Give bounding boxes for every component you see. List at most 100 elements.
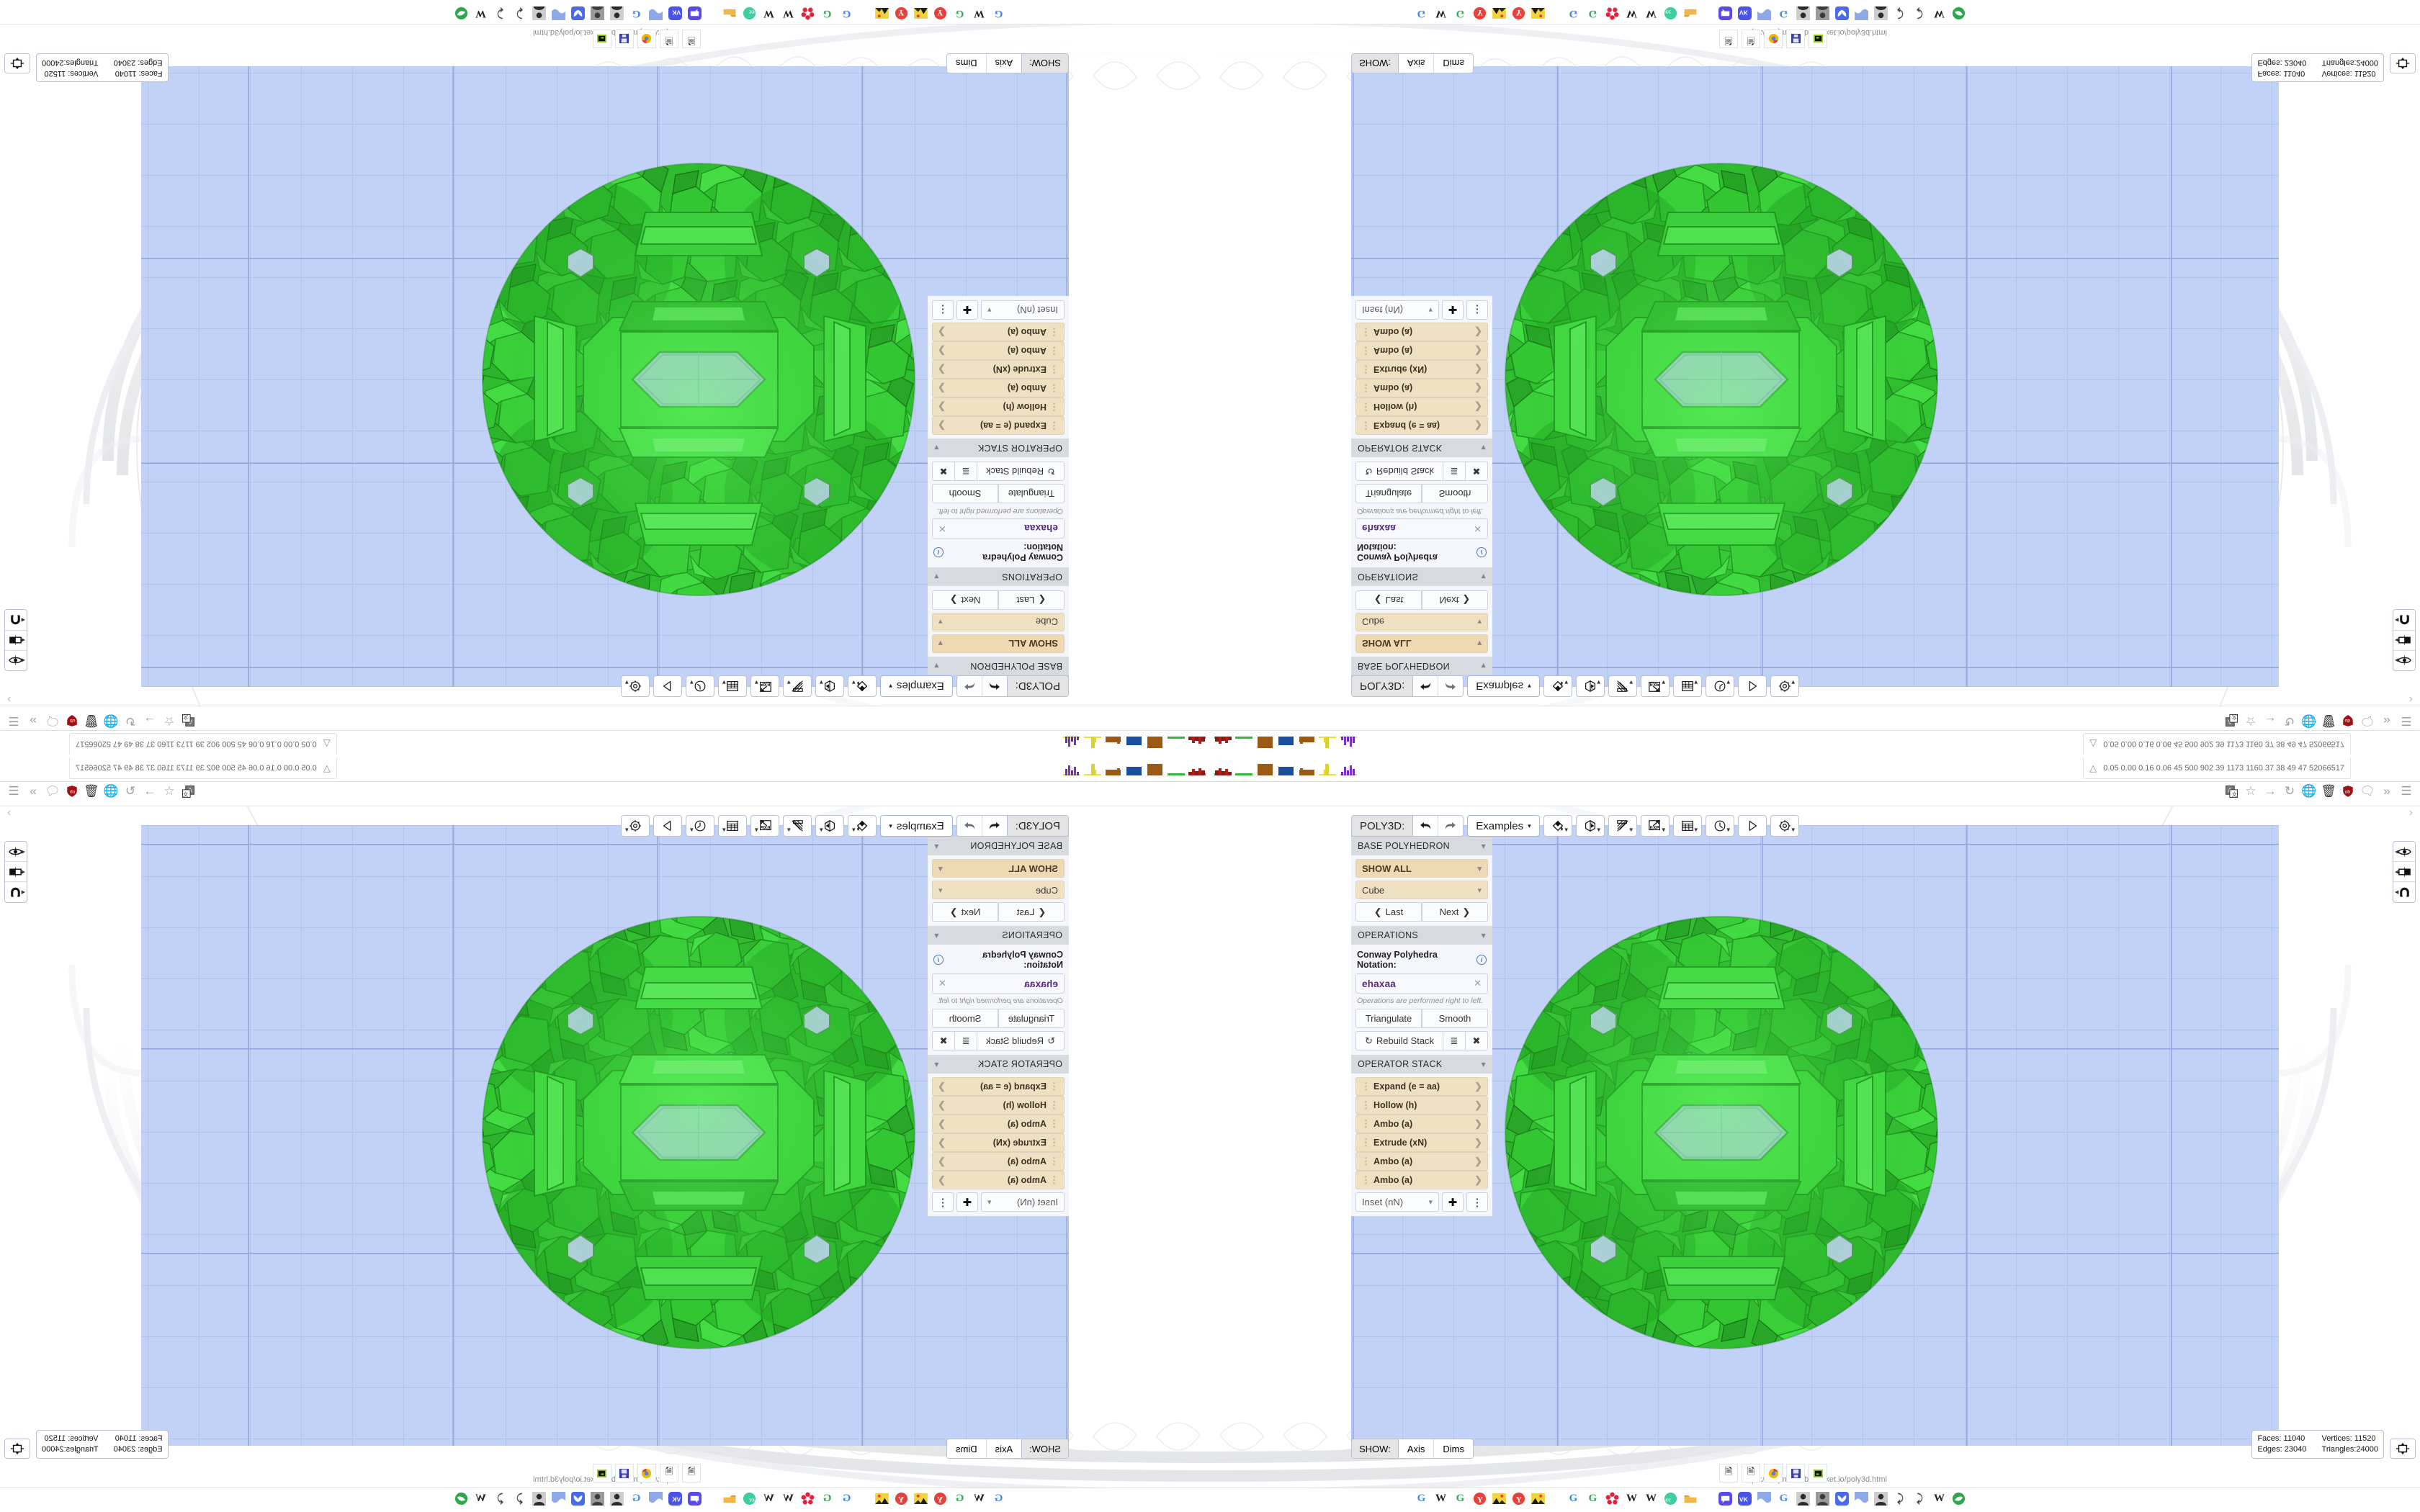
drag-handle-icon[interactable]: ⋮ (1361, 1174, 1371, 1185)
google-icon[interactable]: G (842, 1493, 851, 1504)
library-icon[interactable]: 🗑 (84, 714, 99, 728)
google-icon[interactable]: G (1779, 1493, 1788, 1504)
operator-stack-item[interactable]: ⋮ Extrude (xN) ❯ (932, 360, 1065, 379)
eye-icon[interactable]: ◀ (5, 842, 27, 862)
avatar[interactable] (1873, 5, 1889, 22)
google-icon[interactable]: G (1588, 8, 1597, 19)
settings-gear-icon[interactable]: ▼ (1770, 815, 1799, 837)
notation-input[interactable]: ehaxaa ✕ (1355, 973, 1488, 994)
show-all-select[interactable]: SHOW ALL ▾ (1355, 634, 1488, 653)
table-icon[interactable]: ▼ (1672, 675, 1702, 697)
operator-stack-item[interactable]: ⋮ Ambo (a) ❯ (932, 341, 1065, 360)
render-style-icon[interactable]: ▼ (783, 815, 812, 837)
operations-header[interactable]: OPERATIONS ▾ (1351, 926, 1492, 945)
last-button[interactable]: ❮ Last (1355, 902, 1422, 922)
chat-icon[interactable] (1717, 5, 1734, 22)
notation-input[interactable]: ehaxaa ✕ (1355, 518, 1488, 539)
chevron-right-icon[interactable]: ❯ (1474, 1137, 1482, 1148)
wikipedia-icon[interactable]: W (475, 1493, 486, 1504)
drag-handle-icon[interactable]: ⋮ (1050, 383, 1059, 394)
last-button[interactable]: ❮ Last (998, 590, 1065, 610)
window-item-chrome[interactable] (1764, 1464, 1783, 1482)
shape-select[interactable]: Cube ▾ (1355, 613, 1488, 631)
globe-icon[interactable]: 🌐 (103, 714, 119, 728)
forward-arrow-icon[interactable]: → (2264, 784, 2277, 798)
operator-stack-item[interactable]: ⋮ Ambo (a) ❯ (1355, 1171, 1488, 1189)
wikipedia-icon[interactable]: W (1934, 8, 1945, 19)
wikipedia-icon[interactable]: W (1626, 8, 1637, 19)
creative-commons-icon[interactable]: cc (1662, 1490, 1679, 1507)
google-icon[interactable]: G (1779, 8, 1788, 19)
window-item[interactable]: 🗎 (1719, 1464, 1738, 1482)
hamburger-menu-icon[interactable]: ☰ (8, 784, 19, 798)
chat-icon[interactable] (1717, 1490, 1734, 1507)
export-icon[interactable]: EXP ▼ (1640, 675, 1670, 697)
operator-stack-item[interactable]: ⋮ Expand (e = aa) ❯ (1355, 1077, 1488, 1096)
chevron-right-icon[interactable]: ❯ (1474, 383, 1482, 394)
shield-ublock-icon[interactable]: ub (2340, 713, 2356, 729)
render-style-icon[interactable]: ▼ (1608, 815, 1637, 837)
folder-icon[interactable] (1682, 5, 1698, 22)
chevron-down-icon[interactable]: ▾ (1481, 930, 1486, 940)
avatar[interactable] (589, 5, 606, 22)
window-item-save[interactable] (615, 1464, 634, 1482)
dolphin-icon[interactable]: ⤸ (497, 7, 504, 19)
operations-header[interactable]: OPERATIONS ▾ (928, 926, 1069, 945)
contrast-icon[interactable]: ◀ (5, 630, 27, 650)
google-icon[interactable]: G (1456, 8, 1465, 19)
shield-ublock-icon[interactable]: ub (64, 783, 80, 799)
google-icon[interactable]: G (632, 8, 641, 19)
google-icon[interactable]: G (1588, 1493, 1597, 1504)
window-item[interactable]: 🗎 (1742, 30, 1760, 48)
image-icon[interactable] (1491, 1490, 1507, 1507)
chevron-right-icon[interactable]: ❯ (1474, 1099, 1482, 1110)
operator-stack-item[interactable]: ⋮ Ambo (a) ❯ (932, 379, 1065, 397)
chevron-right-icon[interactable]: ❯ (938, 1137, 946, 1148)
creative-commons-icon[interactable]: cc (741, 5, 758, 22)
drag-handle-icon[interactable]: ⋮ (1050, 346, 1059, 356)
wave-icon[interactable] (1853, 5, 1870, 22)
dolphin-icon[interactable]: ⤸ (497, 1493, 504, 1505)
chevron-right-icon[interactable]: ❯ (938, 383, 946, 394)
translate-icon[interactable]: A文 (2223, 783, 2239, 799)
window-item[interactable]: 🗎 (1742, 1464, 1760, 1482)
magnet-icon[interactable]: ◀ (2393, 882, 2415, 902)
translate-icon[interactable]: A文 (2223, 713, 2239, 729)
drag-handle-icon[interactable]: ⋮ (1361, 327, 1370, 338)
window-item-chrome[interactable] (637, 1464, 656, 1482)
forward-arrow-icon[interactable]: → (2264, 714, 2277, 728)
yandex-icon[interactable]: Y (893, 5, 910, 22)
google-icon[interactable]: G (994, 8, 1003, 19)
overflow-chevrons-icon[interactable]: » (30, 714, 37, 728)
vk-icon[interactable]: VK (1736, 1490, 1753, 1507)
examples-dropdown[interactable]: Examples ▾ (880, 675, 953, 697)
google-icon[interactable]: G (823, 1493, 832, 1504)
render-style-icon[interactable]: ▼ (1608, 675, 1637, 697)
poly3d-viewport[interactable] (1351, 66, 2279, 687)
wave-icon[interactable] (1756, 5, 1773, 22)
avatar[interactable] (609, 5, 625, 22)
operations-header[interactable]: OPERATIONS ▾ (928, 567, 1069, 586)
chevron-collapse-icon[interactable]: › (7, 693, 12, 706)
google-icon[interactable]: G (1569, 8, 1578, 19)
play-icon[interactable] (1737, 675, 1767, 697)
contrast-icon[interactable]: ◀ (5, 862, 27, 882)
avatar[interactable] (531, 5, 547, 22)
operator-stack-item[interactable]: ⋮ Ambo (a) ❯ (1355, 379, 1488, 397)
drag-handle-icon[interactable]: ⋮ (1361, 420, 1370, 431)
avatar[interactable] (1814, 1490, 1831, 1507)
chevron-right-icon[interactable]: ❯ (1474, 1118, 1482, 1129)
drag-handle-icon[interactable]: ⋮ (1050, 1156, 1059, 1166)
avatar[interactable] (609, 1490, 625, 1507)
show-axis-button[interactable]: Axis (1398, 54, 1435, 73)
info-icon[interactable]: i (933, 955, 944, 965)
smooth-button[interactable]: Smooth (1422, 484, 1488, 503)
image-icon[interactable] (913, 1490, 929, 1507)
operator-stack-item[interactable]: ⋮ Expand (e = aa) ❯ (932, 1077, 1065, 1096)
paint-bucket-icon[interactable]: ▼ (1543, 815, 1572, 837)
operator-stack-item[interactable]: ⋮ Extrude (xN) ❯ (1355, 1133, 1488, 1152)
undo-button[interactable] (981, 816, 1007, 836)
dolphin-icon[interactable]: ⤸ (1916, 7, 1923, 19)
drag-handle-icon[interactable]: ⋮ (1050, 364, 1059, 375)
fit-to-view-button[interactable] (2390, 1439, 2416, 1459)
